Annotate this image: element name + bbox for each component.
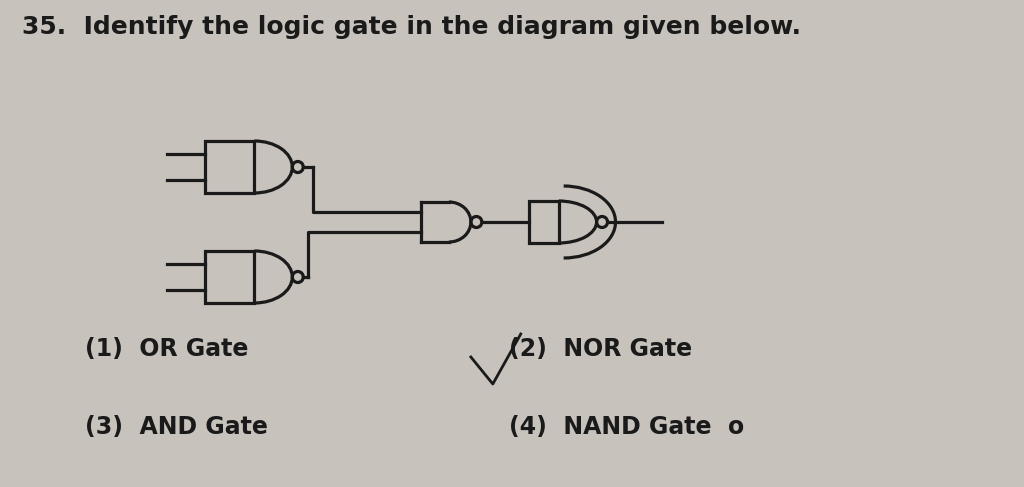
Text: 35.  Identify the logic gate in the diagram given below.: 35. Identify the logic gate in the diagr… [22, 15, 801, 39]
Bar [205, 141, 254, 193]
Text: (4)  NAND Gate  ο: (4) NAND Gate ο [509, 415, 744, 439]
Text: (2)  NOR Gate: (2) NOR Gate [509, 337, 692, 361]
Bar [528, 201, 559, 243]
Text: (1)  OR Gate: (1) OR Gate [85, 337, 248, 361]
Text: (3)  AND Gate: (3) AND Gate [85, 415, 267, 439]
Bar [205, 251, 254, 303]
